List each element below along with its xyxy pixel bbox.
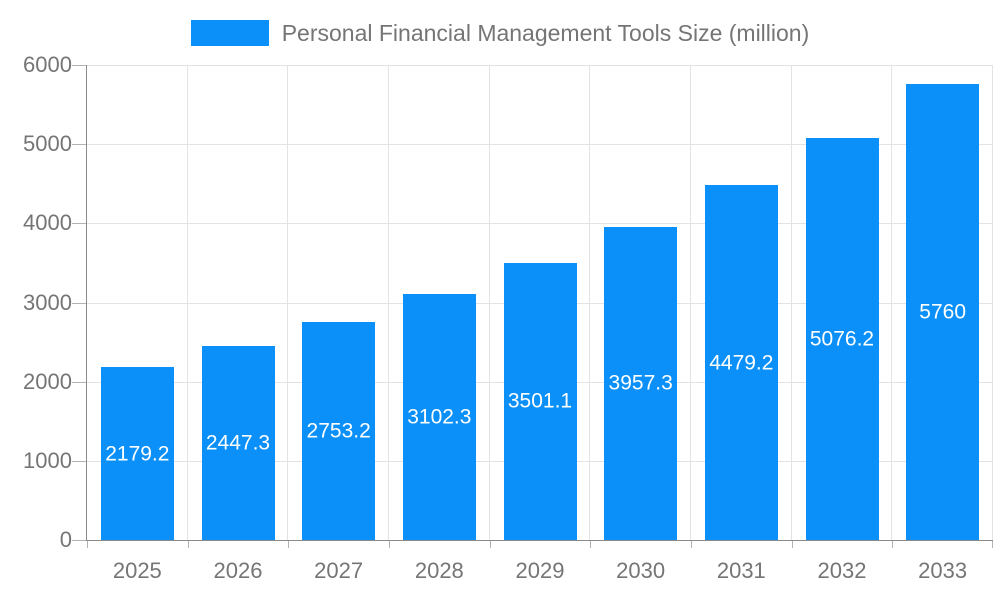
y-tick-label: 6000 bbox=[23, 52, 72, 77]
bar-value-label: 5760 bbox=[919, 300, 967, 324]
bar-2032[interactable] bbox=[805, 138, 879, 540]
bar-2033[interactable] bbox=[906, 84, 980, 540]
bar-2026[interactable] bbox=[201, 346, 275, 540]
bar-value-label: 4479.2 bbox=[709, 351, 774, 375]
legend-label: Personal Financial Management Tools Size… bbox=[281, 19, 810, 46]
x-tick-label: 2026 bbox=[213, 558, 263, 583]
h-gridline bbox=[87, 65, 993, 66]
bar-2030[interactable] bbox=[604, 226, 678, 540]
y-tick-mark bbox=[72, 65, 87, 66]
bar-2028[interactable] bbox=[402, 294, 476, 540]
x-axis-line bbox=[86, 540, 993, 541]
x-tick-mark bbox=[389, 540, 390, 548]
v-gridline bbox=[287, 65, 289, 540]
v-gridline bbox=[589, 65, 591, 540]
y-tick-mark bbox=[72, 540, 87, 541]
bar-value-label: 5076.2 bbox=[809, 327, 875, 351]
bar-2025[interactable] bbox=[100, 367, 174, 540]
y-tick-label: 0 bbox=[59, 527, 72, 552]
legend-item[interactable]: Personal Financial Management Tools Size… bbox=[0, 16, 1000, 50]
v-gridline bbox=[186, 65, 188, 540]
x-tick-label: 2025 bbox=[112, 558, 162, 583]
y-tick-mark bbox=[72, 144, 87, 146]
legend-swatch bbox=[190, 20, 269, 46]
y-tick-label: 2000 bbox=[23, 368, 72, 394]
x-tick-label: 2029 bbox=[515, 558, 565, 583]
v-gridline bbox=[992, 65, 993, 540]
y-tick-label: 1000 bbox=[23, 447, 72, 473]
x-tick-mark bbox=[87, 540, 88, 548]
x-tick-label: 2031 bbox=[716, 558, 766, 583]
x-tick-label: 2028 bbox=[414, 558, 464, 583]
h-gridline bbox=[87, 223, 993, 225]
x-tick-mark bbox=[791, 540, 793, 548]
x-tick-mark bbox=[187, 540, 189, 548]
h-gridline bbox=[87, 144, 993, 146]
bar-value-label: 2753.2 bbox=[306, 419, 371, 443]
x-tick-mark bbox=[992, 540, 993, 548]
bar-2029[interactable] bbox=[503, 262, 577, 540]
bar-2027[interactable] bbox=[302, 322, 376, 540]
y-tick-mark bbox=[72, 223, 87, 225]
y-tick-mark bbox=[72, 460, 87, 462]
plot-area: 2179.2 2447.3 2753.2 3102.3 3501.1 3957.3 4479… bbox=[72, 65, 993, 548]
y-tick-mark bbox=[72, 302, 87, 304]
bar-value-label: 2447.3 bbox=[205, 431, 271, 455]
x-tick-label: 2030 bbox=[616, 558, 666, 583]
y-tick-mark bbox=[72, 381, 87, 383]
bar-value-label: 2179.2 bbox=[105, 442, 170, 466]
y-axis-line bbox=[86, 65, 87, 540]
y-tick-label: 3000 bbox=[23, 289, 72, 315]
x-tick-label: 2032 bbox=[817, 558, 867, 583]
x-tick-mark bbox=[892, 540, 894, 548]
bar-value-label: 3957.3 bbox=[608, 371, 673, 395]
x-tick-mark bbox=[489, 540, 491, 548]
v-gridline bbox=[690, 65, 691, 540]
y-tick-label: 4000 bbox=[23, 210, 72, 236]
v-gridline bbox=[891, 65, 893, 540]
v-gridline bbox=[790, 65, 792, 540]
x-tick-mark bbox=[590, 540, 592, 548]
y-tick-label: 5000 bbox=[23, 131, 72, 157]
x-tick-label: 2027 bbox=[314, 558, 364, 583]
x-tick-mark bbox=[288, 540, 290, 548]
bar-2031[interactable] bbox=[704, 185, 778, 540]
x-tick-mark bbox=[691, 540, 692, 548]
v-gridline bbox=[388, 65, 389, 540]
bar-value-label: 3501.1 bbox=[507, 389, 573, 413]
x-tick-label: 2033 bbox=[918, 558, 968, 583]
bar-value-label: 3102.3 bbox=[407, 405, 472, 429]
v-gridline bbox=[488, 65, 490, 540]
